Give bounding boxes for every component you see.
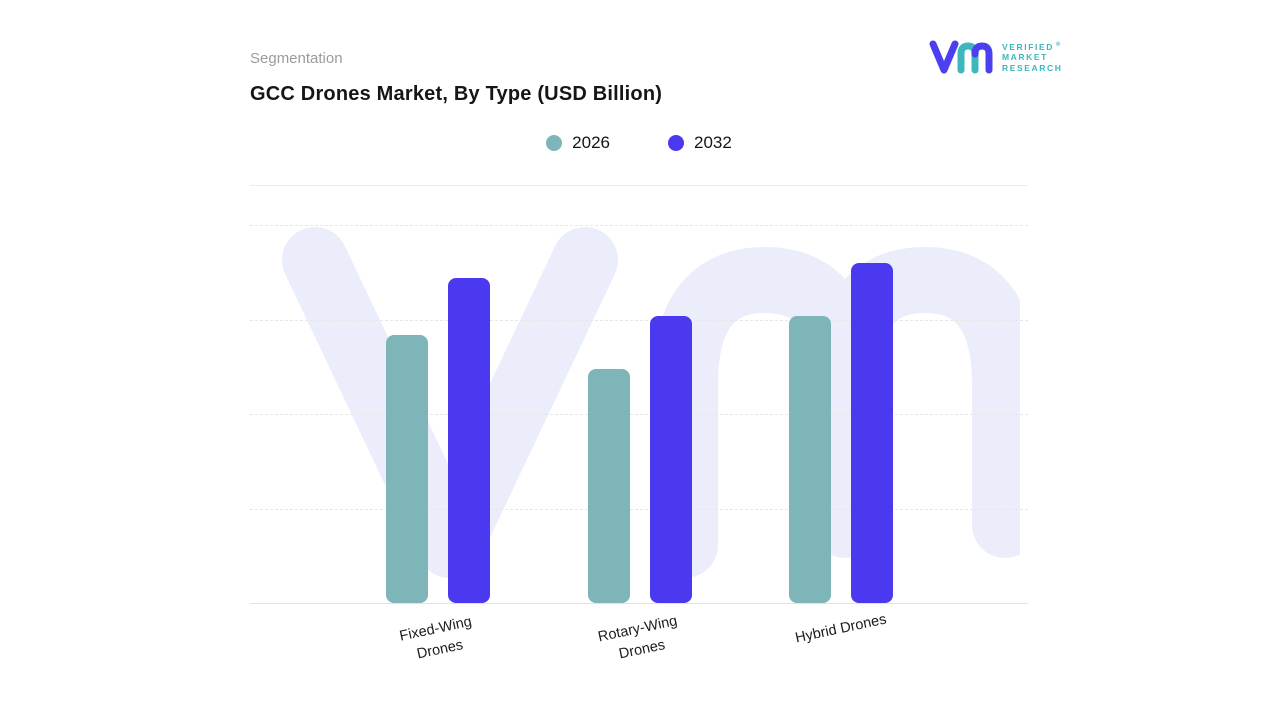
logo-line-market: MARKET bbox=[1002, 52, 1048, 63]
legend-item-2026[interactable]: 2026 bbox=[546, 133, 610, 153]
gridline bbox=[250, 225, 1028, 226]
registered-mark: ® bbox=[1056, 41, 1063, 48]
legend-swatch-2026 bbox=[546, 135, 563, 151]
bar-2026-rotary-wing-drones bbox=[588, 369, 630, 603]
bar-group-fixed-wing-drones bbox=[386, 225, 490, 603]
legend-label-2032: 2032 bbox=[694, 133, 732, 152]
legend-label-2026: 2026 bbox=[572, 133, 610, 152]
bar-2032-rotary-wing-drones bbox=[650, 316, 692, 603]
chart-area: Fixed-Wing Drones Rotary-Wing Drones Hybri… bbox=[250, 225, 1028, 695]
x-axis-label-rotary-wing-drones: Rotary-Wing Drones bbox=[596, 613, 679, 663]
x-axis-line bbox=[250, 603, 1028, 604]
x-axis-label-hybrid-drones: Hybrid Drones bbox=[793, 611, 888, 647]
gridline bbox=[250, 414, 1028, 415]
legend-swatch-2032 bbox=[668, 135, 684, 151]
vmr-logo-text: VERIFIED ® MARKET RESEARCH bbox=[1002, 40, 1063, 75]
section-label: Segmentation bbox=[250, 50, 343, 67]
chart-title: GCC Drones Market, By Type (USD Billion) bbox=[250, 83, 663, 105]
logo-line-verified: VERIFIED ® bbox=[1002, 41, 1063, 52]
chart-plot bbox=[250, 225, 1028, 603]
bar-2026-fixed-wing-drones bbox=[386, 335, 428, 603]
gridline bbox=[250, 319, 1028, 321]
bar-2032-hybrid-drones bbox=[851, 263, 893, 603]
logo-line-research: RESEARCH bbox=[1002, 63, 1063, 74]
bar-2026-hybrid-drones bbox=[789, 316, 831, 603]
vmr-monogram-icon bbox=[929, 40, 993, 74]
legend-item-2032[interactable]: 2032 bbox=[668, 133, 732, 153]
bar-group-rotary-wing-drones bbox=[588, 225, 692, 603]
bar-2032-fixed-wing-drones bbox=[448, 278, 490, 603]
chart-legend: 2026 2032 bbox=[250, 133, 1028, 153]
bar-group-hybrid-drones bbox=[789, 225, 893, 603]
x-axis-label-fixed-wing-drones: Fixed-Wing Drones bbox=[398, 613, 474, 663]
vmr-logo: VERIFIED ® MARKET RESEARCH bbox=[928, 38, 1063, 76]
header-divider bbox=[250, 185, 1028, 186]
gridline bbox=[250, 508, 1028, 510]
